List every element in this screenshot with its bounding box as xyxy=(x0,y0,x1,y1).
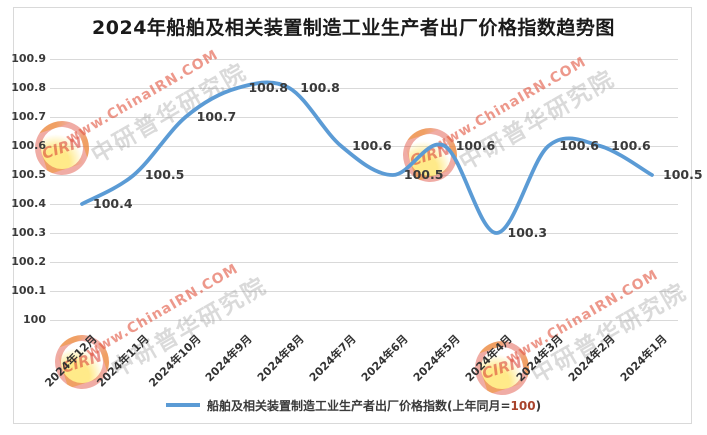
y-axis-tick-label: 100 xyxy=(23,313,46,326)
x-axis-tick-label: 2024年2月 xyxy=(565,332,618,385)
data-label: 100.6 xyxy=(455,138,496,153)
data-label: 100.6 xyxy=(611,138,651,153)
y-axis-tick-label: 100.4 xyxy=(11,197,46,210)
data-label: 100.8 xyxy=(248,80,288,95)
legend: 船舶及相关装置制造工业生产者出厂价格指数(上年同月=100) xyxy=(0,396,707,414)
gridline xyxy=(50,320,678,321)
data-label: 100.5 xyxy=(663,167,703,182)
x-axis-tick-label: 2024年9月 xyxy=(203,332,256,385)
x-axis-tick-label: 2024年6月 xyxy=(358,332,411,385)
x-axis-tick-label: 2024年1月 xyxy=(617,332,670,385)
data-label: 100.7 xyxy=(196,109,237,124)
legend-label: 船舶及相关装置制造工业生产者出厂价格指数(上年同月=100) xyxy=(207,397,541,414)
y-axis-tick-label: 100.6 xyxy=(11,139,46,152)
legend-label-prefix: 船舶及相关装置制造工业生产者出厂价格指数(上年同月= xyxy=(206,398,511,413)
y-axis-tick-label: 100.9 xyxy=(11,52,46,65)
y-axis-tick-label: 100.5 xyxy=(11,168,46,181)
gridline xyxy=(50,291,678,292)
x-axis-tick-label: 2024年10月 xyxy=(146,332,204,390)
x-axis-tick-label: 2024年11月 xyxy=(94,332,152,390)
data-label: 100.4 xyxy=(93,196,133,211)
data-label: 100.5 xyxy=(403,167,444,182)
y-axis-tick-label: 100.3 xyxy=(11,226,46,239)
y-axis-tick-label: 100.8 xyxy=(11,81,46,94)
x-axis-tick-label: 2024年8月 xyxy=(255,332,307,385)
gridline xyxy=(50,88,678,89)
data-label: 100.3 xyxy=(507,225,548,240)
legend-label-suffix: ) xyxy=(535,398,542,413)
y-axis-tick-label: 100.2 xyxy=(11,255,46,268)
gridline xyxy=(50,59,678,60)
x-axis-tick-label: 2024年7月 xyxy=(306,332,359,385)
x-axis-tick-label: 2024年12月 xyxy=(42,332,100,390)
x-axis-tick-label: 2024年5月 xyxy=(410,332,463,385)
gridline xyxy=(50,262,678,263)
chart-title: 2024年船舶及相关装置制造工业生产者出厂价格指数趋势图 xyxy=(92,17,615,39)
x-axis-tick-label: 2024年4月 xyxy=(462,332,515,385)
data-label: 100.8 xyxy=(300,80,340,95)
gridline xyxy=(50,117,678,118)
gridline xyxy=(50,233,678,234)
x-axis-tick-label: 2024年3月 xyxy=(514,332,566,385)
gridline xyxy=(50,204,678,205)
legend-line-marker xyxy=(165,403,200,407)
data-label: 100.5 xyxy=(144,167,185,182)
y-axis-tick-label: 100.7 xyxy=(11,110,46,123)
data-label: 100.6 xyxy=(559,138,599,153)
legend-label-base-value: 100 xyxy=(510,398,536,413)
y-axis-tick-label: 100.1 xyxy=(11,284,46,297)
data-label: 100.6 xyxy=(352,138,392,153)
